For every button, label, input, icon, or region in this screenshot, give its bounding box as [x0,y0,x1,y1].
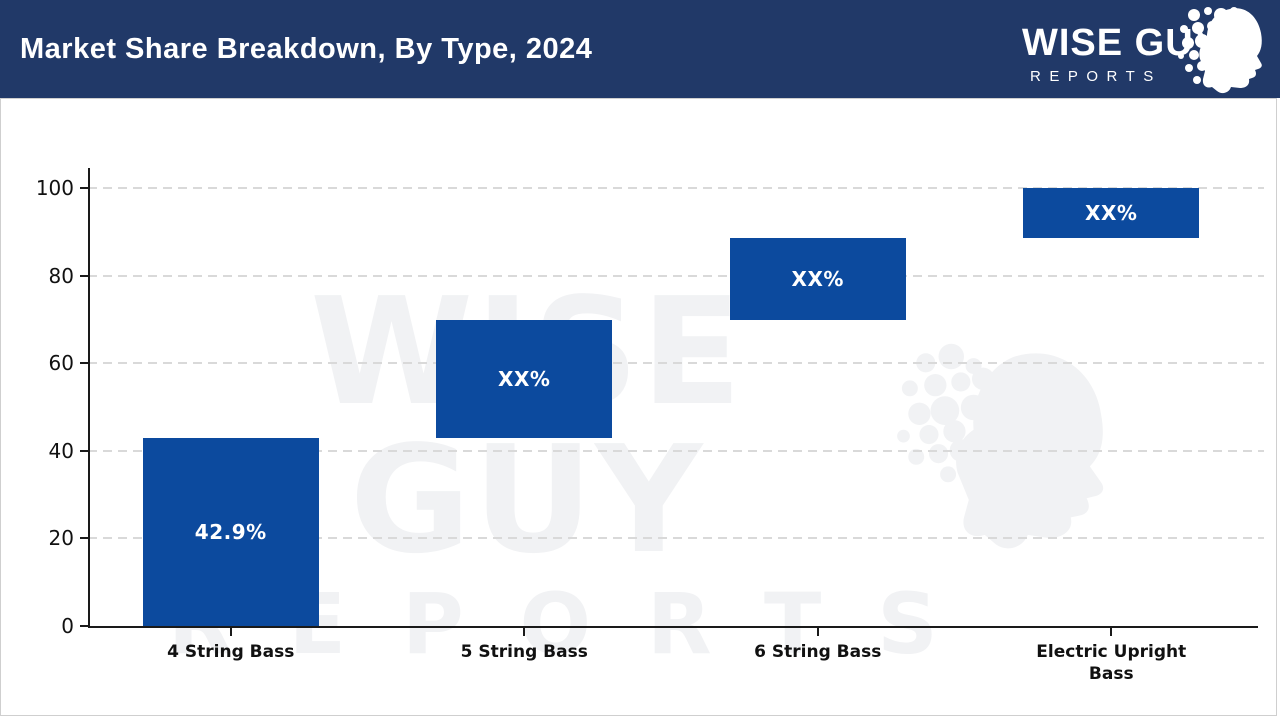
page-title: Market Share Breakdown, By Type, 2024 [20,32,593,65]
y-tick-label-0: 0 [61,614,74,638]
logo-subtext: REPORTS [1030,68,1162,85]
x-axis-line [88,626,1258,628]
gridline-y60 [88,362,1264,365]
gridline-y40 [88,449,1264,452]
y-tick-label-20: 20 [48,526,74,551]
y-tick-100 [80,187,88,189]
y-tick-label-60: 60 [48,351,74,376]
gridline-y100 [88,187,1264,189]
gridline-y80 [88,274,1264,277]
y-tick-60 [80,362,88,365]
bar-4-string-bass: 42.9% [142,438,319,626]
x-category-label-5-string-bass: 5 String Bass [460,642,588,662]
bar-electric-upright-bass: XX% [1023,188,1200,238]
bar-value-label-4-string-bass: 42.9% [194,520,267,545]
x-category-label-4-string-bass: 4 String Bass [167,642,295,662]
logo-head-dots-icon [1178,7,1262,94]
x-tick-electric-upright-bass [1110,628,1113,636]
y-tick-20 [80,537,88,540]
x-tick-6-string-bass [816,628,819,636]
bar-value-label-6-string-bass: XX% [791,266,844,291]
bar-6-string-bass: XX% [729,237,906,320]
y-tick-0 [80,625,88,627]
y-tick-label-100: 100 [35,176,74,200]
chart-header: Market Share Breakdown, By Type, 2024 WI… [0,0,1280,98]
x-tick-4-string-bass [229,628,232,636]
x-category-label-electric-upright-bass: Electric Upright Bass [1036,642,1187,685]
y-tick-label-80: 80 [48,263,74,288]
y-tick-80 [80,274,88,277]
gridline-y20 [88,537,1264,540]
wiseguy-logo: WISE GUY REPORTS [1018,3,1266,95]
wiseguy-logo-graphic: WISE GUY REPORTS [1022,7,1262,94]
x-tick-5-string-bass [523,628,526,636]
bar-5-string-bass: XX% [436,319,613,439]
bar-value-label-electric-upright-bass: XX% [1085,200,1138,225]
x-category-label-6-string-bass: 6 String Bass [754,642,882,662]
y-tick-label-40: 40 [48,438,74,463]
bar-value-label-5-string-bass: XX% [498,366,551,391]
y-tick-40 [80,449,88,452]
y-axis-line [88,168,90,628]
